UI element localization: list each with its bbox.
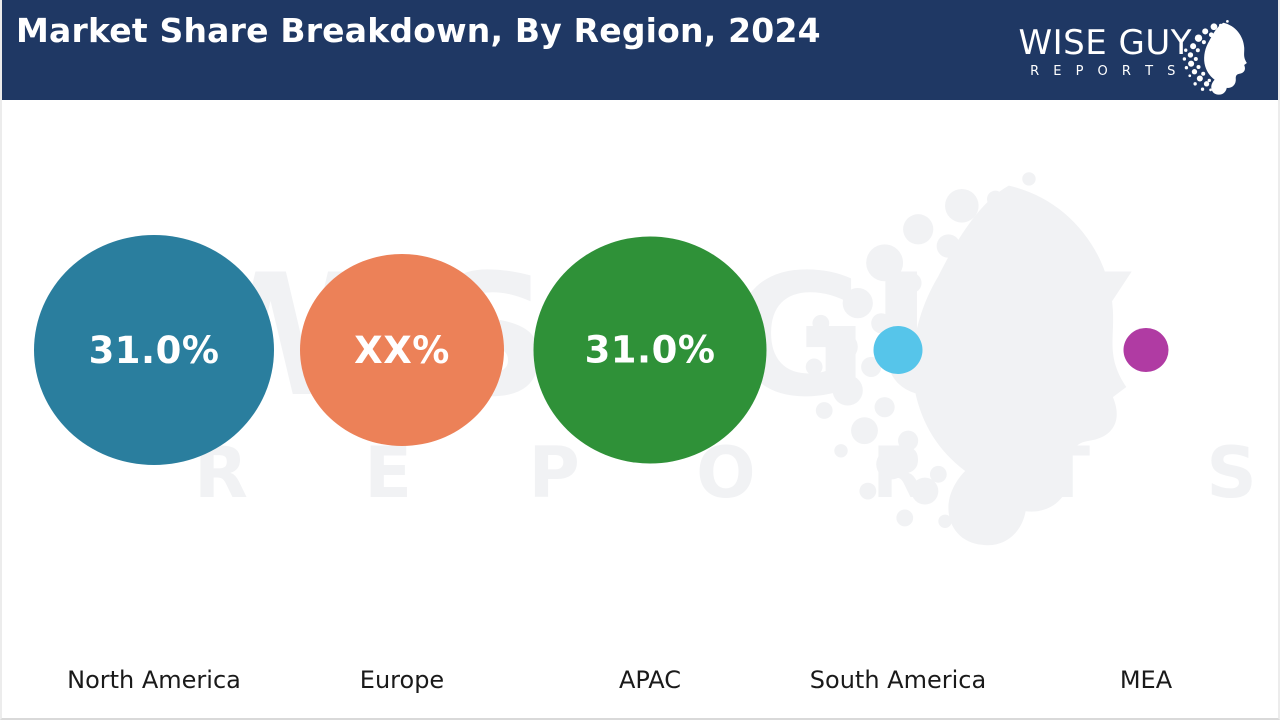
region-bubble: XX% xyxy=(300,254,504,446)
region-bubble: 31.0% xyxy=(34,235,274,465)
bubble-value-label: 31.0% xyxy=(88,328,220,372)
bubble-value-label: XX% xyxy=(354,328,450,372)
logo-subtitle: R E P O R T S xyxy=(1030,64,1181,79)
bubble-value-label: 31.0% xyxy=(584,328,716,372)
region-label: South America xyxy=(809,666,987,694)
region-column-south-america: South America xyxy=(774,100,1022,718)
region-column-north-america: 31.0% North America xyxy=(30,100,278,718)
region-label: MEA xyxy=(1119,666,1173,694)
wise-guy-head-icon xyxy=(1176,20,1262,104)
region-label: APAC xyxy=(618,666,682,694)
region-bubble: 31.0% xyxy=(533,236,767,464)
bubble-row: 31.0% North America XX% Europe 31.0% APA… xyxy=(30,100,1270,718)
region-label: North America xyxy=(67,666,241,694)
region-column-apac: 31.0% APAC xyxy=(526,100,774,718)
region-column-mea: MEA xyxy=(1022,100,1270,718)
page-title: Market Share Breakdown, By Region, 2024 xyxy=(16,11,821,50)
logo-text: WISE GUY R E P O R T S xyxy=(1018,26,1192,79)
header: Market Share Breakdown, By Region, 2024 … xyxy=(2,0,1278,100)
wise-guy-reports-logo: WISE GUY R E P O R T S xyxy=(1018,20,1262,104)
region-bubble xyxy=(1123,328,1169,372)
chart-area: WISE GUY R E P O R T S xyxy=(2,100,1278,718)
region-column-europe: XX% Europe xyxy=(278,100,526,718)
region-bubble xyxy=(873,326,923,374)
logo-name: WISE GUY xyxy=(1018,23,1192,63)
region-label: Europe xyxy=(359,666,445,694)
